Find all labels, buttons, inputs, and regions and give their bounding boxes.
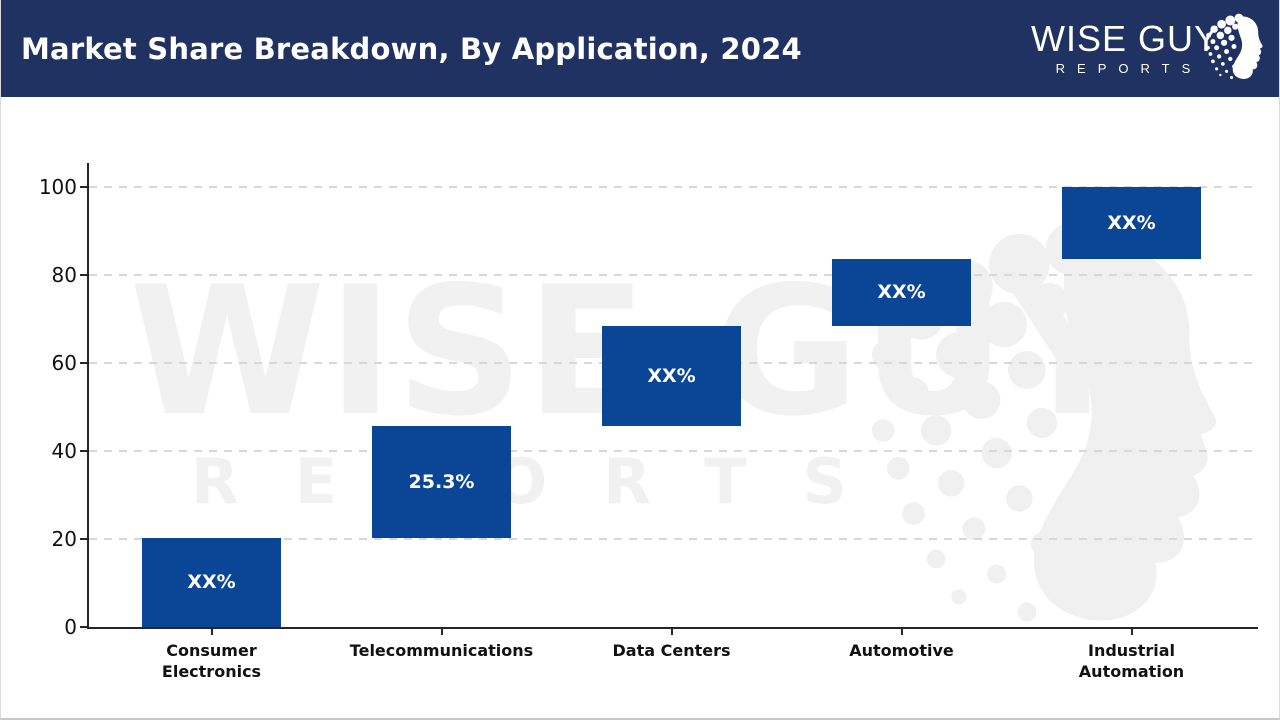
logo-primary-text: WISE GUY (1030, 18, 1219, 59)
header-bar: Market Share Breakdown, By Application, … (1, 0, 1279, 97)
x-tick-telecommunications (440, 629, 443, 635)
y-tick-80 (80, 274, 87, 276)
bar-automotive: XX% (832, 259, 971, 326)
logo-secondary-text: REPORTS (1055, 61, 1203, 76)
y-tick-100 (80, 186, 87, 188)
gridline-80 (89, 274, 1258, 276)
y-tick-20 (80, 538, 87, 540)
y-tick-label-20: 20 (51, 527, 77, 551)
bar-value-label-data-centers: XX% (647, 364, 696, 387)
x-tick-industrial-automation (1130, 629, 1133, 635)
y-axis (87, 163, 89, 629)
x-category-label-automotive: Automotive (849, 641, 954, 660)
bar-value-label-industrial-automation: XX% (1107, 212, 1156, 235)
bar-value-label-automotive: XX% (877, 281, 926, 304)
gridline-40 (89, 450, 1258, 452)
x-category-label-industrial-automation: Industrial Automation (1078, 641, 1185, 681)
x-axis (87, 627, 1258, 629)
x-tick-data-centers (670, 629, 673, 635)
y-tick-label-0: 0 (64, 615, 77, 639)
y-tick-60 (80, 362, 87, 364)
y-tick-label-80: 80 (51, 263, 77, 287)
x-category-label-telecommunications: Telecommunications (349, 641, 534, 660)
brand-logo: WISE GUY REPORTS (1031, 10, 1265, 88)
bar-value-label-consumer-electronics: XX% (187, 571, 236, 594)
x-tick-consumer-electronics (210, 629, 213, 635)
dotted-head-profile-icon (1206, 13, 1263, 79)
x-tick-automotive (900, 629, 903, 635)
gridline-100 (89, 186, 1258, 188)
y-tick-label-100: 100 (38, 175, 77, 199)
bar-industrial-automation: XX% (1062, 187, 1201, 260)
logo-wordmark: WISE GUY REPORTS (1030, 18, 1219, 77)
gridline-20 (89, 538, 1258, 540)
y-tick-label-40: 40 (51, 439, 77, 463)
watermark-secondary-text: REPORTS (191, 445, 904, 518)
y-tick-0 (80, 626, 87, 628)
x-category-label-data-centers: Data Centers (612, 641, 731, 660)
bar-data-centers: XX% (602, 325, 741, 427)
bar-value-label-telecommunications: 25.3% (408, 471, 475, 494)
y-tick-40 (80, 450, 87, 452)
bar-consumer-electronics: XX% (142, 537, 281, 627)
page-title: Market Share Breakdown, By Application, … (21, 31, 802, 66)
x-category-label-consumer-electronics: Consumer Electronics (161, 641, 262, 681)
bar-telecommunications: 25.3% (372, 426, 511, 538)
chart-area: WISE GUY REPORTS 0 20 40 60 80 100 XX% Consumer… (1, 97, 1279, 718)
y-tick-label-60: 60 (51, 351, 77, 375)
